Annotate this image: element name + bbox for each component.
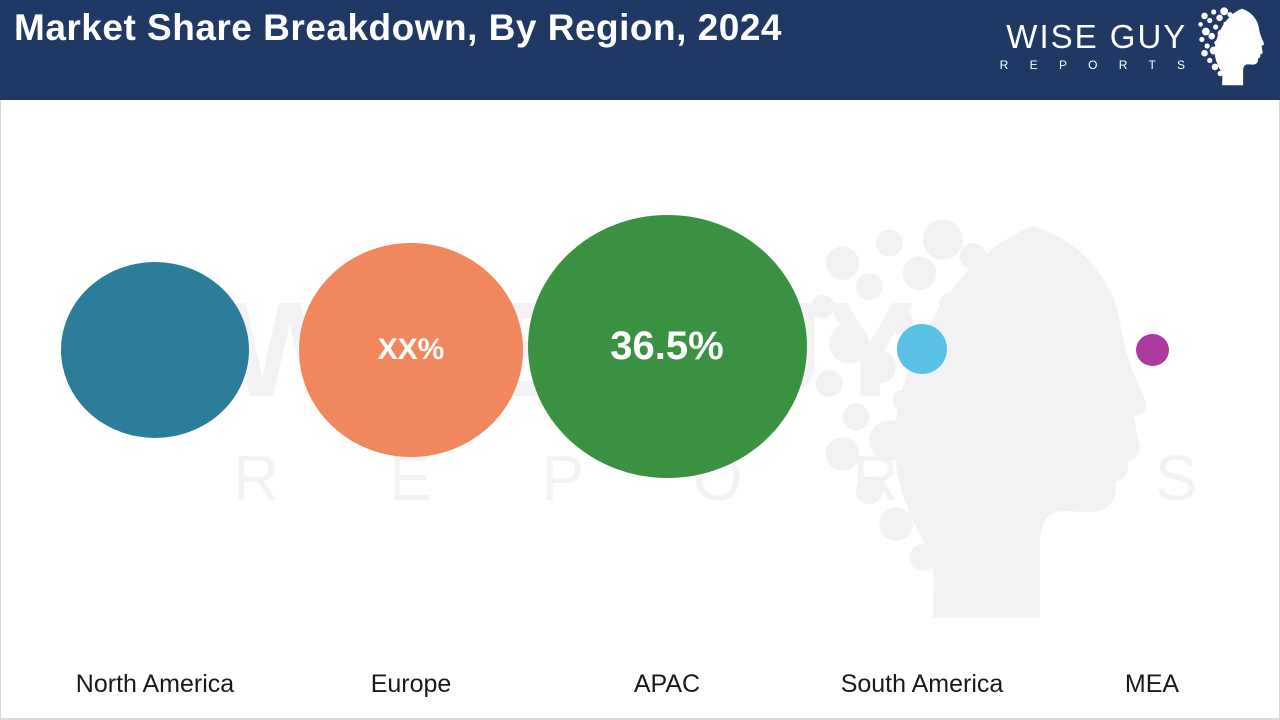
category-label-mea: MEA [1124,670,1180,698]
category-label-north-america: North America [75,670,235,698]
bubble-mea [1135,334,1169,366]
header: Market Share Breakdown, By Region, 2024 … [0,0,1280,100]
chart-area: WISE GUY R E P O R T S XX%36.5% North Am… [0,100,1280,720]
wiseguy-logo: WISE GUY R E P O R T S [1000,4,1268,88]
bubble-south-america [897,324,947,374]
page-title: Market Share Breakdown, By Region, 2024 [14,7,782,48]
bubble-europe: XX% [299,243,523,457]
category-label-europe: Europe [370,670,452,698]
watermark-head-icon [810,219,1147,618]
bubble-north-america [61,262,249,438]
logo-wordmark: WISE GUY [1006,18,1188,55]
logo-head-icon [1198,7,1264,86]
bubble-value-label: 36.5% [610,323,724,368]
logo-text: WISE GUY R E P O R T S [1000,20,1194,72]
bubble-value-label: XX% [377,333,445,366]
logo-subtext: R E P O R T S [999,58,1194,72]
category-label-apac: APAC [633,670,701,698]
category-label-south-america: South America [840,670,1004,698]
bubble-apac: 36.5% [527,214,807,478]
